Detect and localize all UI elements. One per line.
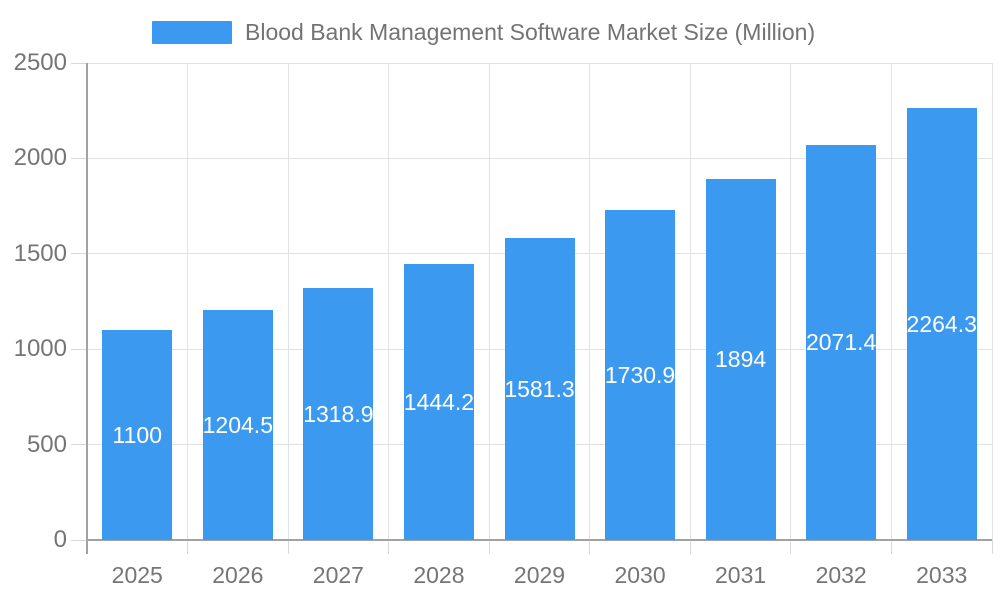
x-gridline-6 (689, 63, 691, 540)
legend-label: Blood Bank Management Software Market Si… (245, 19, 816, 45)
bar-value-2028: 1444.2 (403, 389, 475, 416)
y-tick-2500 (71, 62, 87, 64)
x-tick-label-2029: 2029 (513, 562, 566, 588)
y-tick-label-500: 500 (26, 430, 67, 458)
bar-2025[interactable] (102, 330, 173, 540)
x-tick-label-2026: 2026 (212, 562, 264, 588)
y-gridline-2000 (87, 157, 992, 159)
y-tick-2000 (71, 157, 87, 159)
x-gridline-1 (187, 63, 189, 540)
x-gridline-3 (388, 63, 390, 540)
y-gridline-2500 (87, 62, 992, 64)
legend-swatch (152, 20, 232, 44)
y-tick-label-2500: 2500 (13, 49, 67, 76)
y-tick-1000 (71, 348, 87, 350)
bar-2031[interactable] (705, 178, 776, 540)
y-tick-1500 (71, 253, 87, 255)
bar-value-2033: 2264.3 (906, 310, 977, 337)
y-tick-0 (71, 539, 87, 541)
x-gridline-7 (790, 63, 792, 540)
x-tick-2 (287, 540, 289, 554)
x-tick-8 (890, 540, 892, 554)
x-gridline-8 (890, 63, 892, 540)
x-tick-label-2027: 2027 (312, 562, 364, 588)
x-tick-label-2030: 2030 (614, 562, 666, 588)
y-tick-label-1500: 1500 (13, 239, 67, 267)
x-tick-6 (689, 540, 691, 554)
x-gridline-2 (287, 63, 289, 540)
x-tick-label-2028: 2028 (413, 562, 465, 588)
x-tick-label-2025: 2025 (111, 562, 163, 588)
bar-2027[interactable] (303, 288, 374, 540)
bar-value-2026: 1204.5 (202, 412, 273, 439)
bar-2033[interactable] (906, 107, 977, 540)
y-tick-label-0: 0 (53, 526, 67, 553)
x-tick-label-2031: 2031 (715, 562, 767, 588)
bar-value-2031: 1894 (715, 346, 767, 373)
x-axis-line (87, 539, 992, 541)
y-axis-line (86, 63, 88, 554)
x-tick-9 (991, 540, 993, 554)
bar-2032[interactable] (806, 144, 877, 540)
x-tick-4 (488, 540, 490, 554)
bar-2028[interactable] (403, 264, 474, 540)
x-tick-7 (790, 540, 792, 554)
x-gridline-5 (589, 63, 591, 540)
y-tick-label-2000: 2000 (13, 144, 67, 172)
x-gridline-9 (991, 63, 993, 540)
bar-2030[interactable] (605, 209, 676, 540)
bar-2026[interactable] (202, 310, 273, 540)
y-tick-label-1000: 1000 (13, 335, 67, 363)
bar-value-2027: 1318.9 (303, 401, 374, 428)
y-tick-500 (71, 444, 87, 446)
bar-value-2032: 2071.4 (805, 329, 877, 356)
bar-value-2030: 1730.9 (604, 361, 676, 388)
bar-value-2029: 1581.3 (504, 376, 575, 403)
x-tick-1 (187, 540, 189, 554)
x-gridline-4 (488, 63, 490, 540)
bar-value-2025: 1100 (112, 422, 162, 449)
x-tick-3 (388, 540, 390, 554)
legend-item[interactable]: Blood Bank Management Software Market Si… (152, 19, 815, 45)
bar-2029[interactable] (504, 238, 575, 540)
x-tick-label-2033: 2033 (916, 562, 968, 588)
x-tick-label-2032: 2032 (815, 562, 867, 588)
x-tick-5 (589, 540, 591, 554)
